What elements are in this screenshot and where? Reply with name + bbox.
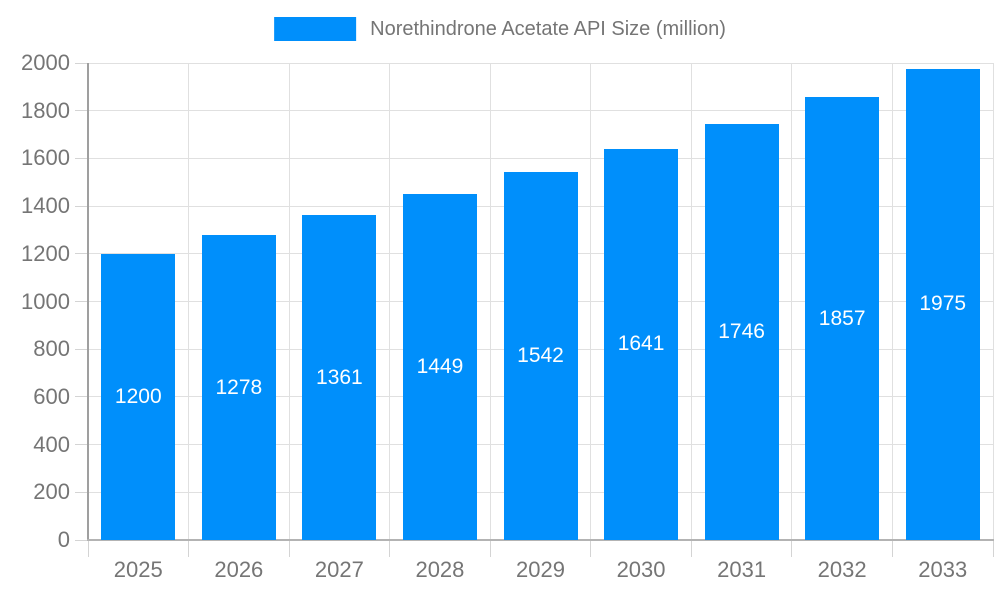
y-axis-tick bbox=[75, 444, 88, 446]
bar[interactable] bbox=[905, 68, 980, 540]
y-axis-label: 1600 bbox=[21, 145, 70, 171]
legend-item[interactable]: Norethindrone Acetate API Size (million) bbox=[274, 17, 726, 41]
y-axis-tick bbox=[75, 205, 88, 207]
x-axis-tick bbox=[590, 541, 592, 557]
y-axis-label: 600 bbox=[33, 383, 70, 409]
x-axis-label: 2028 bbox=[415, 557, 465, 582]
y-axis-label: 1800 bbox=[21, 97, 70, 123]
gridline-horizontal bbox=[88, 62, 993, 64]
gridline-vertical bbox=[288, 63, 290, 540]
y-axis-tick bbox=[75, 62, 88, 64]
gridline-horizontal bbox=[88, 110, 993, 112]
x-axis-line bbox=[87, 539, 994, 541]
x-axis-tick bbox=[791, 541, 793, 557]
y-axis-tick bbox=[75, 301, 88, 302]
x-axis-label: 2029 bbox=[516, 557, 565, 582]
bar[interactable] bbox=[201, 235, 276, 540]
legend-label: Norethindrone Acetate API Size (million) bbox=[370, 17, 726, 40]
gridline-vertical bbox=[791, 63, 793, 540]
gridline-vertical bbox=[489, 63, 491, 540]
gridline-vertical bbox=[891, 63, 893, 540]
bar-value-label: 1361 bbox=[316, 365, 363, 389]
x-axis-tick bbox=[87, 541, 89, 557]
bar[interactable] bbox=[402, 194, 477, 540]
y-axis-tick bbox=[75, 110, 88, 112]
gridline-vertical bbox=[188, 63, 190, 540]
x-axis-label: 2027 bbox=[314, 557, 364, 582]
x-axis-tick bbox=[891, 541, 893, 557]
gridline-horizontal bbox=[88, 157, 993, 159]
x-axis-label: 2026 bbox=[214, 557, 264, 582]
y-axis-tick bbox=[75, 396, 88, 398]
x-axis-label: 2032 bbox=[817, 557, 867, 582]
y-axis-label: 1000 bbox=[21, 288, 70, 314]
bar[interactable] bbox=[604, 148, 679, 540]
x-axis-tick bbox=[489, 541, 491, 557]
bar-value-label: 1278 bbox=[215, 375, 263, 399]
x-axis-tick bbox=[389, 541, 391, 557]
legend-swatch-icon bbox=[274, 17, 357, 41]
x-axis-label: 2025 bbox=[113, 557, 163, 582]
x-axis-label: 2030 bbox=[616, 557, 666, 582]
bar-value-label: 1449 bbox=[416, 355, 464, 379]
y-axis-label: 1400 bbox=[21, 193, 70, 219]
y-axis-label: 1200 bbox=[21, 240, 70, 266]
y-axis-label: 200 bbox=[33, 479, 70, 505]
bar-value-label: 1975 bbox=[919, 292, 967, 316]
bar-value-label: 1542 bbox=[517, 344, 564, 368]
y-axis-label: 0 bbox=[57, 527, 70, 552]
bar[interactable] bbox=[503, 172, 578, 540]
x-axis-label: 2033 bbox=[918, 557, 968, 582]
legend: Norethindrone Acetate API Size (million) bbox=[274, 17, 726, 41]
gridline-vertical bbox=[992, 63, 994, 540]
x-axis-tick bbox=[690, 541, 692, 557]
bar[interactable] bbox=[101, 253, 176, 540]
bar[interactable] bbox=[302, 215, 377, 540]
x-axis-label: 2031 bbox=[717, 557, 767, 582]
bar-value-label: 1200 bbox=[114, 384, 162, 408]
y-axis-tick bbox=[75, 491, 88, 493]
gridline-vertical bbox=[389, 63, 391, 540]
gridline-vertical bbox=[690, 63, 692, 540]
y-axis-tick bbox=[75, 157, 88, 159]
x-axis-tick bbox=[188, 541, 190, 557]
bar-value-label: 1746 bbox=[718, 319, 765, 343]
y-axis-label: 2000 bbox=[21, 50, 70, 75]
y-axis-label: 400 bbox=[33, 431, 70, 457]
bar-value-label: 1857 bbox=[818, 306, 866, 330]
y-axis-tick bbox=[75, 348, 88, 350]
gridline-vertical bbox=[590, 63, 592, 540]
y-axis-label: 800 bbox=[33, 336, 70, 362]
bar[interactable] bbox=[704, 123, 779, 540]
bar[interactable] bbox=[805, 97, 880, 540]
bar-value-label: 1641 bbox=[617, 332, 665, 356]
y-axis-tick bbox=[75, 253, 88, 255]
y-axis-tick bbox=[75, 539, 88, 541]
y-axis-line bbox=[87, 63, 89, 541]
x-axis-tick bbox=[288, 541, 290, 557]
x-axis-tick bbox=[992, 541, 994, 557]
